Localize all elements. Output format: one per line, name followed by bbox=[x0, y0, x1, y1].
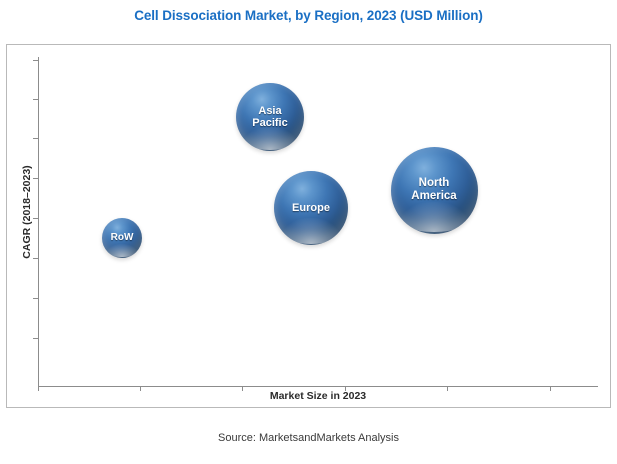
bubble-label: Asia Pacific bbox=[252, 104, 288, 129]
source-note: Source: MarketsandMarkets Analysis bbox=[218, 432, 399, 444]
page-title: Cell Dissociation Market, by Region, 202… bbox=[134, 8, 483, 23]
y-axis-tick bbox=[33, 138, 38, 139]
x-axis-tick bbox=[242, 386, 243, 391]
x-axis-tick bbox=[345, 386, 346, 391]
y-axis-tick bbox=[33, 298, 38, 299]
y-axis-tick bbox=[33, 258, 38, 259]
bubble-label: North America bbox=[411, 177, 457, 202]
y-axis-tick bbox=[33, 60, 38, 61]
bubble-row[interactable]: RoW bbox=[102, 218, 142, 258]
bubble-europe[interactable]: Europe bbox=[274, 171, 348, 245]
bubble-label: RoW bbox=[110, 232, 134, 244]
y-axis-tick bbox=[33, 338, 38, 339]
x-axis-tick bbox=[140, 386, 141, 391]
bubble-label: Europe bbox=[292, 201, 330, 214]
y-axis-tick bbox=[33, 99, 38, 100]
y-axis-title: CAGR (2018–2023) bbox=[21, 165, 33, 259]
bubble-north-america[interactable]: North America bbox=[390, 146, 478, 234]
x-axis-tick bbox=[550, 386, 551, 391]
x-axis-tick bbox=[38, 386, 39, 391]
y-axis-tick bbox=[33, 178, 38, 179]
x-axis-line bbox=[38, 386, 598, 387]
bubble-asia-pacific[interactable]: Asia Pacific bbox=[236, 83, 304, 151]
x-axis-title: Market Size in 2023 bbox=[269, 390, 367, 402]
x-axis-tick bbox=[447, 386, 448, 391]
y-axis-line bbox=[38, 57, 39, 387]
y-axis-tick bbox=[33, 218, 38, 219]
